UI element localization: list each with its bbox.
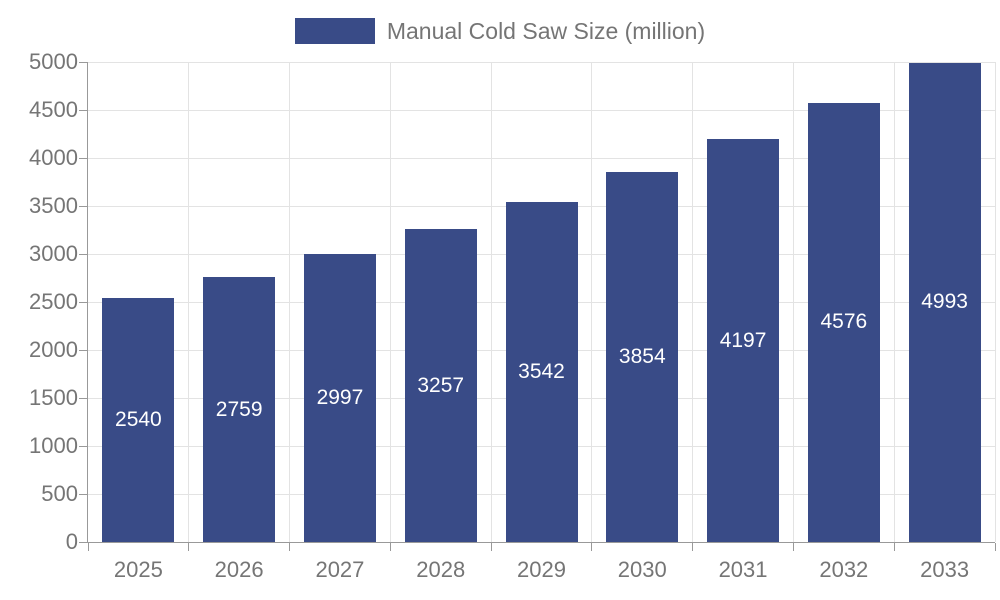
legend-swatch[interactable] bbox=[294, 18, 375, 44]
x-tick-label-2031: 2031 bbox=[718, 557, 768, 582]
y-tick-4500 bbox=[79, 109, 87, 111]
h-gridline-4500 bbox=[88, 109, 995, 111]
v-gridline-5 bbox=[591, 62, 593, 542]
h-gridline-4000 bbox=[88, 157, 995, 159]
bar-value-label-2032: 4576 bbox=[820, 310, 868, 334]
x-tick-label-2026: 2026 bbox=[214, 557, 264, 582]
bar-value-label-2028: 3257 bbox=[417, 373, 465, 397]
v-gridline-4 bbox=[490, 62, 492, 542]
x-tick-8 bbox=[893, 543, 895, 551]
x-tick-0 bbox=[87, 543, 89, 551]
bar-value-label-2027: 2997 bbox=[316, 386, 364, 410]
bar-2028[interactable]: 3257 bbox=[404, 229, 477, 542]
y-tick-2500 bbox=[79, 301, 87, 303]
y-tick-1500 bbox=[79, 397, 87, 399]
x-tick-label-2032: 2032 bbox=[819, 557, 869, 582]
x-tick-label-2027: 2027 bbox=[315, 557, 365, 582]
y-axis: 0 500 1000 1500 2000 2500 3000 3500 4000 4500 5000 bbox=[0, 51, 88, 553]
y-tick-3000 bbox=[79, 253, 87, 255]
x-tick-2 bbox=[289, 543, 291, 551]
v-gridline-2 bbox=[289, 62, 291, 542]
x-tick-label-2025: 2025 bbox=[113, 557, 163, 582]
y-tick-label-5000: 5000 bbox=[29, 49, 78, 74]
h-gridline-5000 bbox=[88, 61, 995, 63]
y-tick-label-2500: 2500 bbox=[29, 289, 78, 314]
y-tick-1000 bbox=[79, 445, 87, 447]
y-tick-label-1000: 1000 bbox=[29, 433, 78, 458]
y-tick-label-500: 500 bbox=[41, 481, 78, 506]
y-axis-line bbox=[87, 62, 88, 542]
x-axis: 2025 2026 2027 2028 2029 2030 2031 2032 2033 bbox=[88, 542, 995, 592]
bar-value-label-2026: 2759 bbox=[215, 397, 263, 421]
x-tick-4 bbox=[490, 543, 492, 551]
y-tick-label-4000: 4000 bbox=[29, 145, 78, 170]
y-tick-label-4500: 4500 bbox=[29, 97, 78, 122]
bar-value-label-2031: 4197 bbox=[719, 328, 767, 352]
x-axis-line bbox=[87, 542, 995, 543]
bar-2032[interactable]: 4576 bbox=[807, 102, 880, 542]
v-gridline-1 bbox=[188, 62, 190, 542]
v-gridline-9 bbox=[994, 62, 996, 542]
x-tick-9 bbox=[994, 543, 996, 551]
y-tick-5000 bbox=[79, 61, 87, 63]
legend[interactable]: Manual Cold Saw Size (million) bbox=[0, 12, 1000, 50]
bar-2027[interactable]: 2997 bbox=[303, 254, 376, 542]
y-tick-500 bbox=[79, 493, 87, 495]
bar-value-label-2033: 4993 bbox=[921, 290, 968, 314]
bar-value-label-2029: 3542 bbox=[518, 359, 565, 383]
bar-2029[interactable]: 3542 bbox=[505, 201, 578, 542]
x-tick-3 bbox=[389, 543, 391, 551]
x-tick-label-2033: 2033 bbox=[920, 557, 970, 582]
y-tick-label-2000: 2000 bbox=[29, 337, 78, 362]
v-gridline-8 bbox=[893, 62, 895, 542]
y-tick-2000 bbox=[79, 349, 87, 351]
y-tick-label-3000: 3000 bbox=[29, 241, 78, 266]
plot-area: 2540 2759 2997 3257 3542 3854 4197 4576 4993 bbox=[79, 61, 996, 551]
bar-2033[interactable]: 4993 bbox=[908, 62, 981, 542]
x-tick-label-2029: 2029 bbox=[517, 557, 566, 582]
y-tick-4000 bbox=[79, 157, 87, 159]
bar-2030[interactable]: 3854 bbox=[606, 172, 679, 542]
x-tick-label-2028: 2028 bbox=[416, 557, 466, 582]
bar-2025[interactable]: 2540 bbox=[102, 298, 175, 542]
y-tick-0 bbox=[79, 541, 87, 543]
legend-label[interactable]: Manual Cold Saw Size (million) bbox=[386, 17, 706, 44]
x-tick-label-2030: 2030 bbox=[617, 557, 667, 582]
bar-2031[interactable]: 4197 bbox=[707, 139, 780, 542]
x-tick-7 bbox=[792, 543, 794, 551]
bar-value-label-2025: 2540 bbox=[115, 408, 162, 432]
x-tick-6 bbox=[692, 543, 694, 551]
y-tick-label-1500: 1500 bbox=[29, 385, 78, 410]
v-gridline-3 bbox=[389, 62, 391, 542]
v-gridline-7 bbox=[792, 62, 794, 542]
y-tick-label-0: 0 bbox=[65, 529, 78, 554]
y-tick-label-3500: 3500 bbox=[29, 193, 78, 218]
x-tick-1 bbox=[188, 543, 190, 551]
bar-2026[interactable]: 2759 bbox=[203, 277, 276, 542]
bar-value-label-2030: 3854 bbox=[618, 345, 666, 369]
y-tick-3500 bbox=[79, 205, 87, 207]
v-gridline-6 bbox=[692, 62, 694, 542]
x-tick-5 bbox=[591, 543, 593, 551]
